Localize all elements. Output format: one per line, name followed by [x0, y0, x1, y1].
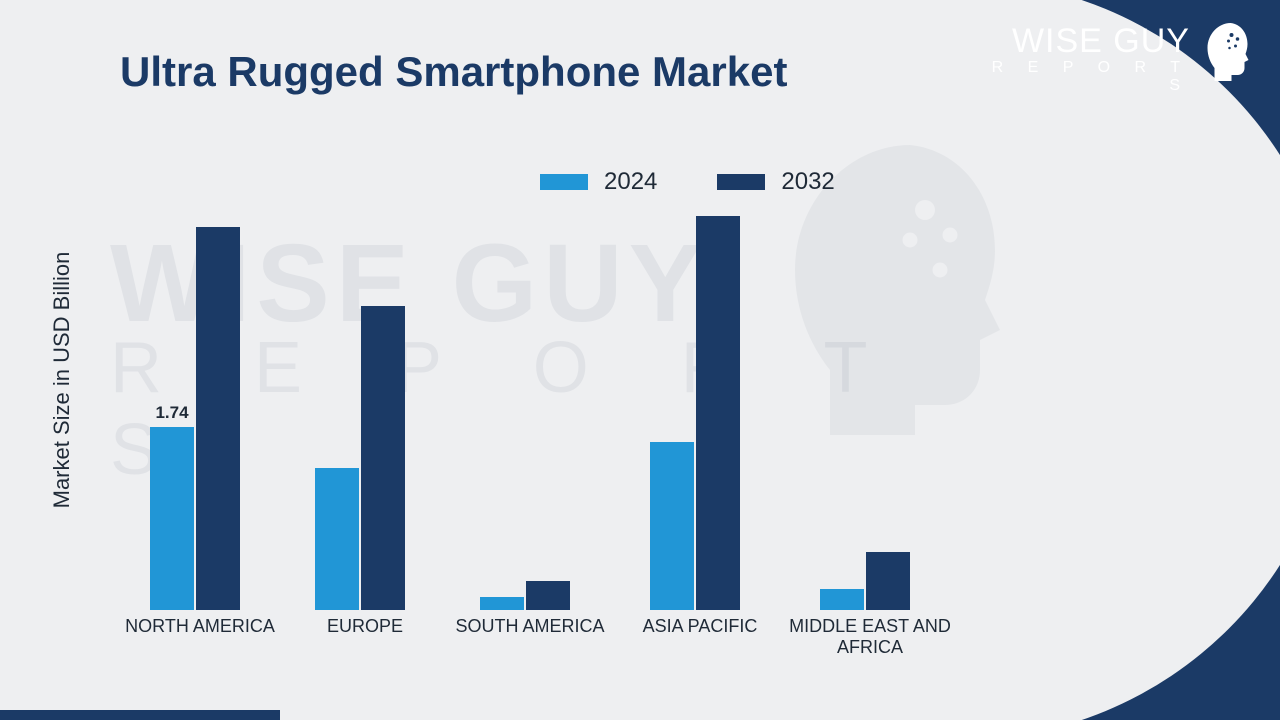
bar-group: 1.74NORTH AMERICA [130, 190, 270, 610]
bar [361, 306, 405, 611]
page-title: Ultra Rugged Smartphone Market [120, 48, 787, 96]
bar [650, 442, 694, 610]
bar [315, 468, 359, 610]
bar [820, 589, 864, 610]
bar [196, 227, 240, 610]
brand-head-icon [1199, 22, 1254, 82]
bar [526, 581, 570, 610]
y-axis-label: Market Size in USD Billion [49, 252, 75, 509]
canvas: WISE GUY R E P O R T S Ultra Rugged Smar… [0, 0, 1280, 720]
bar-value-label: 1.74 [150, 403, 194, 423]
bottom-accent-bar [0, 710, 280, 720]
bar [866, 552, 910, 610]
legend-swatch-2032 [717, 174, 765, 190]
brand-sub: R E P O R T S [978, 59, 1190, 95]
bar [480, 597, 524, 610]
bar-group: EUROPE [295, 190, 435, 610]
brand-main: WISE GUY [978, 22, 1190, 61]
bar-group: MIDDLE EAST AND AFRICA [800, 190, 940, 610]
legend-swatch-2024 [540, 174, 588, 190]
category-label: SOUTH AMERICA [432, 610, 628, 637]
bar [696, 216, 740, 610]
category-label: MIDDLE EAST AND AFRICA [772, 610, 968, 657]
bar-chart: 1.74NORTH AMERICAEUROPESOUTH AMERICAASIA… [100, 190, 920, 610]
bar: 1.74 [150, 427, 194, 610]
bar-group: ASIA PACIFIC [630, 190, 770, 610]
bar-group: SOUTH AMERICA [460, 190, 600, 610]
brand-logo: WISE GUY R E P O R T S [978, 22, 1248, 95]
category-label: ASIA PACIFIC [602, 610, 798, 637]
